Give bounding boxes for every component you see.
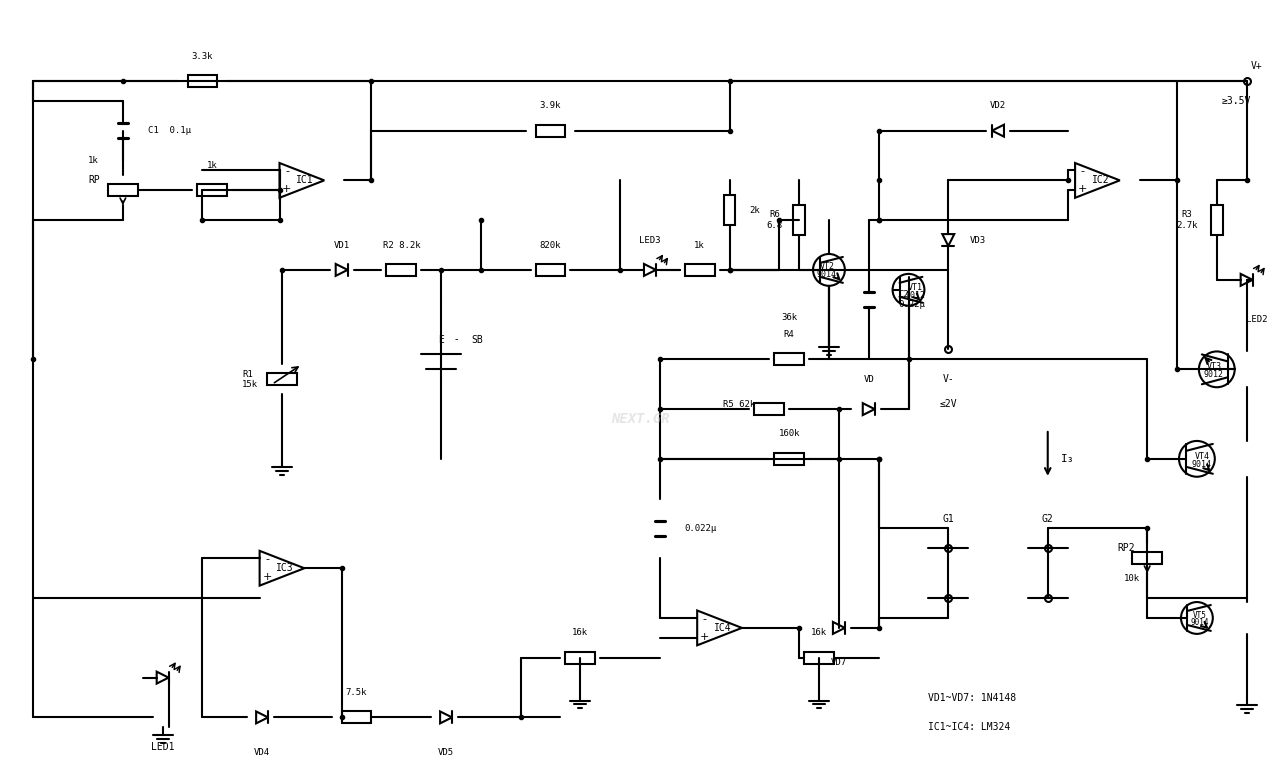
FancyBboxPatch shape	[342, 711, 371, 723]
Text: VD: VD	[863, 375, 874, 384]
Text: VD2: VD2	[989, 101, 1006, 110]
Text: G2: G2	[1042, 514, 1053, 524]
Text: C2
0.22μ: C2 0.22μ	[899, 290, 925, 310]
Text: 7.5k: 7.5k	[346, 688, 367, 697]
Text: IC3: IC3	[276, 563, 294, 573]
Text: IC1: IC1	[296, 175, 314, 185]
FancyBboxPatch shape	[804, 652, 835, 663]
FancyBboxPatch shape	[774, 453, 804, 465]
Text: 9014: 9014	[817, 270, 837, 279]
Text: VD7: VD7	[831, 658, 847, 667]
Text: V-: V-	[942, 374, 954, 384]
Text: VD3: VD3	[970, 235, 986, 244]
Text: 36k: 36k	[781, 313, 797, 322]
Text: 820k: 820k	[540, 241, 561, 250]
Text: R3
2.7k: R3 2.7k	[1176, 210, 1198, 230]
Text: RP2: RP2	[1117, 543, 1135, 553]
Text: LED3: LED3	[639, 235, 660, 244]
FancyBboxPatch shape	[1133, 553, 1162, 564]
FancyBboxPatch shape	[566, 652, 595, 663]
Text: 16k: 16k	[812, 628, 827, 638]
Text: 9014: 9014	[1192, 460, 1212, 469]
FancyBboxPatch shape	[685, 264, 714, 276]
Text: IC4: IC4	[714, 623, 731, 633]
Text: 3.3k: 3.3k	[192, 52, 214, 61]
Text: R4: R4	[783, 330, 795, 339]
FancyBboxPatch shape	[187, 75, 218, 87]
Text: -: -	[1080, 166, 1084, 176]
Text: VT3: VT3	[1206, 362, 1221, 371]
Text: SB: SB	[471, 335, 483, 345]
Text: 10k: 10k	[1124, 574, 1140, 583]
Text: R1
15k: R1 15k	[242, 370, 259, 389]
Text: VT1: VT1	[908, 283, 923, 292]
Text: VT5: VT5	[1193, 612, 1207, 620]
Text: RP: RP	[88, 175, 100, 185]
Text: R5 62k: R5 62k	[723, 400, 755, 408]
FancyBboxPatch shape	[197, 184, 228, 197]
Text: -: -	[285, 166, 289, 176]
Text: G1: G1	[942, 514, 954, 524]
FancyBboxPatch shape	[723, 195, 736, 225]
FancyBboxPatch shape	[754, 403, 785, 415]
Text: +: +	[700, 631, 709, 642]
Text: V+: V+	[1251, 61, 1262, 71]
Text: 9014: 9014	[1190, 619, 1210, 628]
Text: 1k: 1k	[694, 241, 705, 250]
Text: -: -	[265, 554, 269, 564]
FancyBboxPatch shape	[535, 264, 566, 276]
Text: NEXT.GR: NEXT.GR	[611, 412, 669, 426]
Text: 9012: 9012	[905, 291, 925, 301]
Text: VT4: VT4	[1194, 452, 1210, 461]
Text: IC1~IC4: LM324: IC1~IC4: LM324	[928, 723, 1011, 732]
Text: 160k: 160k	[778, 430, 800, 439]
Text: 0.022μ: 0.022μ	[685, 524, 717, 533]
Text: 1k: 1k	[207, 161, 218, 170]
FancyBboxPatch shape	[268, 373, 297, 386]
FancyBboxPatch shape	[794, 205, 805, 235]
Text: I₃: I₃	[1061, 454, 1074, 464]
Text: VD1~VD7: 1N4148: VD1~VD7: 1N4148	[928, 692, 1016, 703]
FancyBboxPatch shape	[535, 124, 566, 137]
Text: E: E	[438, 335, 444, 345]
Text: 9012: 9012	[1203, 370, 1224, 379]
Text: LED2: LED2	[1245, 315, 1267, 324]
FancyBboxPatch shape	[1211, 205, 1222, 235]
Text: +: +	[1078, 184, 1087, 194]
Text: 2k: 2k	[749, 206, 760, 215]
Text: ≤2V: ≤2V	[940, 399, 957, 409]
Text: +: +	[262, 572, 271, 582]
Text: VD5: VD5	[438, 748, 454, 757]
FancyBboxPatch shape	[387, 264, 416, 276]
Text: R2 8.2k: R2 8.2k	[383, 241, 420, 250]
Text: VD4: VD4	[253, 748, 270, 757]
Text: 3.9k: 3.9k	[540, 101, 561, 110]
FancyBboxPatch shape	[108, 184, 138, 197]
Text: +: +	[283, 184, 292, 194]
Text: R6
6.8: R6 6.8	[767, 210, 782, 230]
Text: C1  0.1μ: C1 0.1μ	[147, 126, 191, 135]
Text: -: -	[703, 614, 707, 624]
Text: VT2: VT2	[819, 263, 835, 272]
Text: ≥3.5V: ≥3.5V	[1222, 96, 1252, 106]
Text: 1k: 1k	[87, 156, 99, 165]
Text: -: -	[454, 335, 458, 345]
Text: LED1: LED1	[151, 742, 174, 752]
FancyBboxPatch shape	[774, 354, 804, 365]
Text: 16k: 16k	[572, 628, 589, 638]
Text: IC2: IC2	[1092, 175, 1110, 185]
Text: VD1: VD1	[334, 241, 349, 250]
